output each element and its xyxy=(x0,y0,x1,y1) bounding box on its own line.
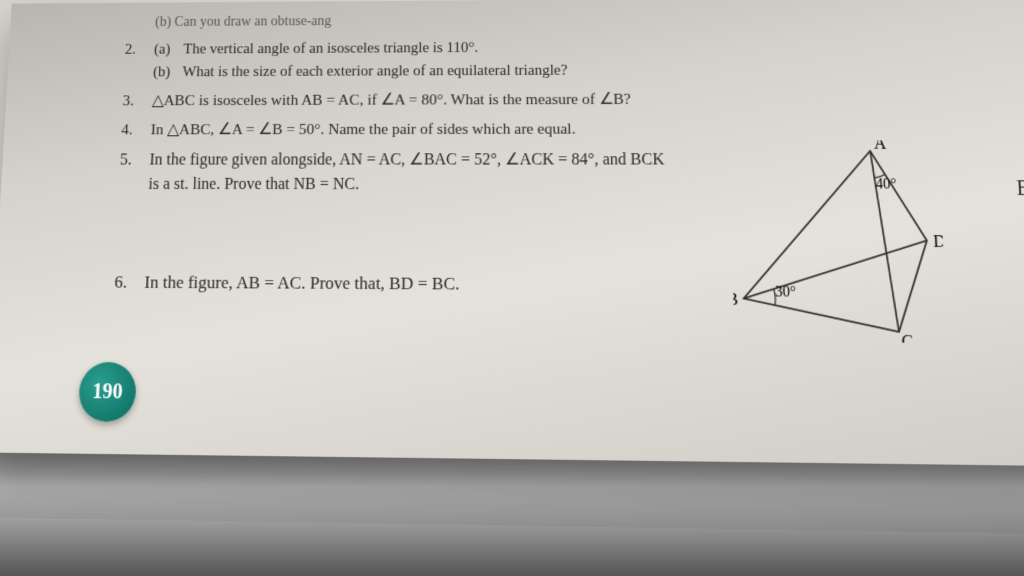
sub-label: (a) xyxy=(154,39,184,61)
sub-label: (b) xyxy=(153,61,183,83)
angle-label-a: 40° xyxy=(875,176,896,192)
question-4: 4. In △ABC, ∠A = ∠B = 50°. Name the pair… xyxy=(121,117,980,142)
question-number xyxy=(126,12,156,33)
question-3: 3. △ABC is isosceles with AB = AC, if ∠A… xyxy=(122,86,978,112)
question-text: (b) Can you draw an obtuse-ang xyxy=(155,7,974,33)
page-number-badge: 190 xyxy=(78,362,137,422)
page-number: 190 xyxy=(92,379,123,404)
textbook-page: (b) Can you draw an obtuse-ang 2. (a) Th… xyxy=(0,0,1024,466)
question-text: The vertical angle of an isosceles trian… xyxy=(183,37,478,61)
question-2: 2. (a) The vertical angle of an isoscele… xyxy=(123,34,976,83)
vertex-label-d: D xyxy=(933,233,946,251)
question-number: 6. xyxy=(114,268,145,295)
triangle-outline xyxy=(740,151,931,332)
question-text: What is the size of each exterior angle … xyxy=(182,59,567,83)
question-number: 3. xyxy=(122,89,152,112)
triangle-figure: A B C D 40° 30° xyxy=(729,140,948,343)
margin-letter: B xyxy=(1016,177,1024,201)
question-number: 2. xyxy=(123,39,154,84)
angle-label-b: 30° xyxy=(775,283,796,299)
question-number: 5. xyxy=(118,148,150,197)
question-text: In △ABC, ∠A = ∠B = 50°. Name the pair of… xyxy=(150,117,980,142)
vertex-label-c: C xyxy=(901,333,913,343)
question-number: 4. xyxy=(121,119,151,142)
triangle-svg: A B C D 40° 30° xyxy=(729,140,948,343)
line-bd xyxy=(742,240,929,300)
vertex-label-a: A xyxy=(874,140,888,153)
question-1b-partial: (b) Can you draw an obtuse-ang xyxy=(126,7,974,33)
question-text: △ABC is isosceles with AB = AC, if ∠A = … xyxy=(151,86,978,112)
